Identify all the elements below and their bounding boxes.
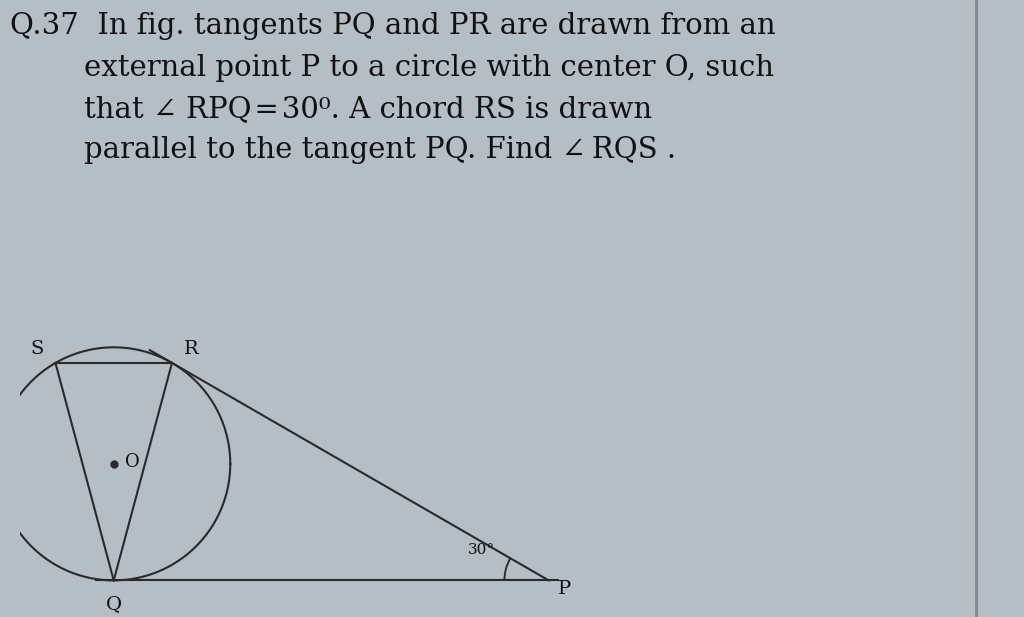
Text: Q.37  In fig. tangents PQ and PR are drawn from an
        external point P to a: Q.37 In fig. tangents PQ and PR are draw… [10,12,776,164]
Text: S: S [31,340,44,358]
Text: R: R [183,340,199,358]
Text: 30°: 30° [467,543,495,557]
Text: O: O [125,452,140,471]
Text: Q: Q [105,595,122,613]
Text: P: P [558,579,571,598]
